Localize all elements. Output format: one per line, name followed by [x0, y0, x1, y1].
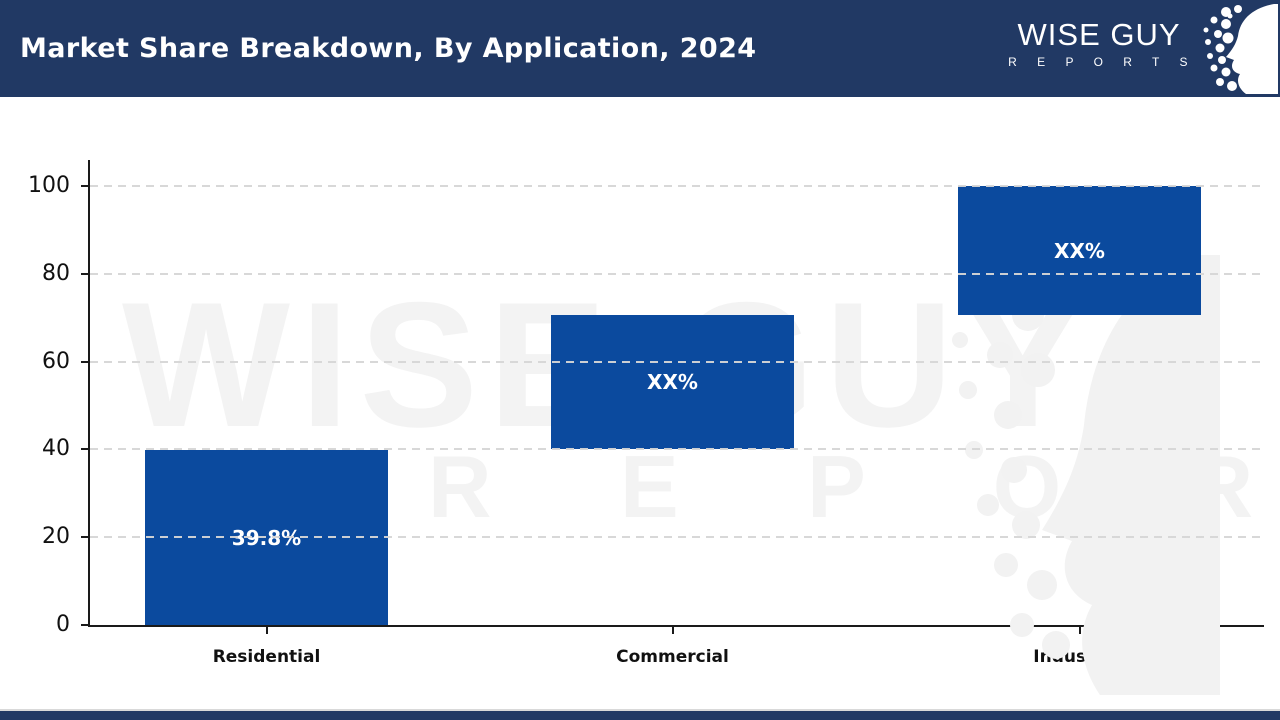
y-tick-label-100: 100 [28, 173, 70, 198]
y-tick-mark-80 [81, 272, 88, 275]
logo-wordmark: WISE GUY [1017, 17, 1181, 52]
plot-area: 39.8% Residential XX% Commercial XX% Industri… [81, 160, 1264, 667]
gridline-20 [90, 536, 1264, 539]
logo-subtitle: R E P O R T S [1008, 55, 1196, 69]
page-title: Market Share Breakdown, By Application, … [20, 33, 757, 64]
bar-value-label-industrial: XX% [1054, 238, 1105, 263]
y-tick-mark-0 [81, 624, 88, 626]
logo-face-icon [1203, 4, 1278, 94]
y-tick-mark-100 [81, 185, 88, 187]
wise-guy-reports-logo: WISE GUY R E P O R T S [1002, 17, 1196, 70]
x-category-label-commercial: Commercial [616, 647, 729, 667]
y-tick-label-20: 20 [42, 524, 70, 550]
y-tick-label-80: 80 [42, 260, 70, 286]
header-band: Market Share Breakdown, By Application, … [0, 0, 1280, 97]
x-tick-mark-residential [265, 627, 268, 634]
bar-value-label-commercial: XX% [647, 370, 698, 395]
y-tick-mark-40 [81, 448, 88, 451]
y-tick-label-0: 0 [56, 612, 70, 637]
bar-industrial: XX% [958, 186, 1201, 316]
footer-band [0, 709, 1280, 720]
y-axis-labels: 0 20 40 60 80 100 [0, 160, 80, 637]
bar-commercial: XX% [551, 315, 794, 450]
x-category-label-residential: Residential [212, 647, 321, 667]
y-tick-label-40: 40 [42, 436, 70, 462]
gridline-100 [90, 185, 1264, 187]
gridline-80 [90, 272, 1264, 275]
y-tick-mark-60 [81, 360, 88, 363]
gridline-60 [90, 360, 1264, 363]
x-tick-mark-industrial [1078, 627, 1081, 634]
y-tick-mark-20 [81, 536, 88, 539]
gridline-40 [90, 448, 1264, 451]
y-tick-label-60: 60 [42, 348, 70, 374]
x-tick-mark-commercial [671, 627, 674, 634]
